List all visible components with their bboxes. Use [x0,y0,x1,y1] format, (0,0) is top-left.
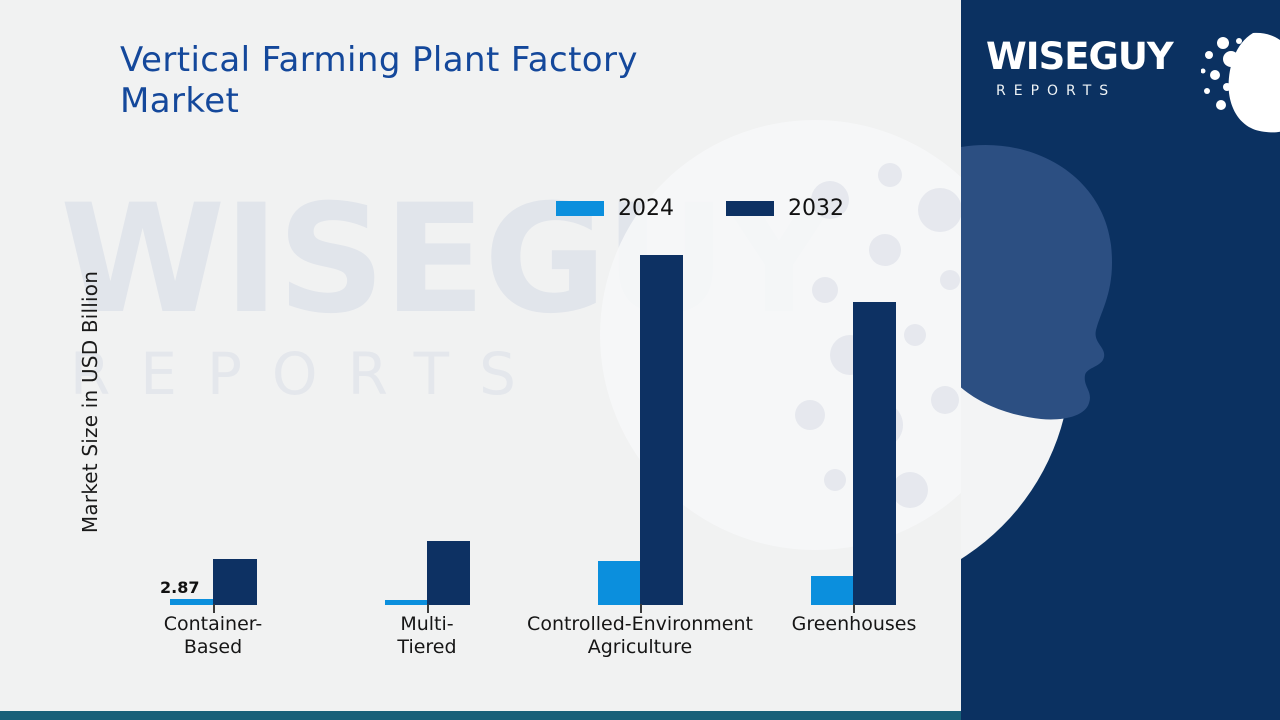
legend-label-2032: 2032 [788,196,844,221]
brand-logo-tagline: REPORTS [996,83,1117,99]
bar-2032-greenhouses[interactable] [853,302,896,605]
legend-item-2024[interactable]: 2024 [556,196,674,221]
legend-item-2032[interactable]: 2032 [726,196,844,221]
brand-panel: WISEGUY REPORTS [961,0,1280,720]
bar-2024-container-based[interactable] [170,599,213,605]
chart-title-line-2: Market [120,81,240,122]
brand-head-silhouette-icon [961,145,1112,420]
category-label-line-1: Greenhouses [791,613,917,635]
chart-title-line-1: Vertical Farming Plant Factory [120,40,638,80]
legend-swatch-2032 [726,201,774,216]
bar-2024-greenhouses[interactable] [811,576,853,605]
category-label-controlled-environment-agriculture: Controlled-Environment Agriculture [505,613,775,659]
chart-panel: WISEGUY REPORTS Vertical Farming Plant F… [0,0,961,720]
plot-area: 2.87 Container- Based Multi- Tiered Cont… [133,255,935,659]
axis-tick-greenhouses [853,604,855,613]
axis-tick-controlled-environment-agriculture [640,604,642,613]
bottom-accent-strip [0,711,961,720]
category-label-line-2: Based [183,635,243,658]
category-label-line-2: Agriculture [587,635,693,658]
legend-swatch-2024 [556,201,604,216]
chart-title: Vertical Farming Plant Factory Market [120,40,820,123]
category-label-line-1: Controlled-Environment [527,613,753,635]
bar-2032-controlled-environment-agriculture[interactable] [640,255,683,605]
bar-2032-container-based[interactable] [213,559,257,605]
axis-tick-multi-tiered [427,604,429,613]
bar-2024-multi-tiered[interactable] [385,600,427,605]
category-label-line-1: Container- [163,613,263,635]
brand-logo-head-icon [1201,32,1280,133]
category-label-greenhouses: Greenhouses [773,613,935,636]
chart-legend: 2024 2032 [556,196,844,221]
brand-logo: WISEGUY REPORTS [986,32,1280,133]
category-label-container-based: Container- Based [133,613,293,659]
axis-tick-container-based [213,604,215,613]
bar-2024-controlled-environment-agriculture[interactable] [598,561,640,605]
category-label-line-2: Tiered [397,635,457,658]
data-label-2024-container-based: 2.87 [160,578,200,597]
bar-2032-multi-tiered[interactable] [427,541,470,605]
legend-label-2024: 2024 [618,196,674,221]
brand-logo-wordmark: WISEGUY [986,35,1174,78]
category-label-multi-tiered: Multi- Tiered [347,613,507,659]
category-label-line-1: Multi- [400,613,454,635]
